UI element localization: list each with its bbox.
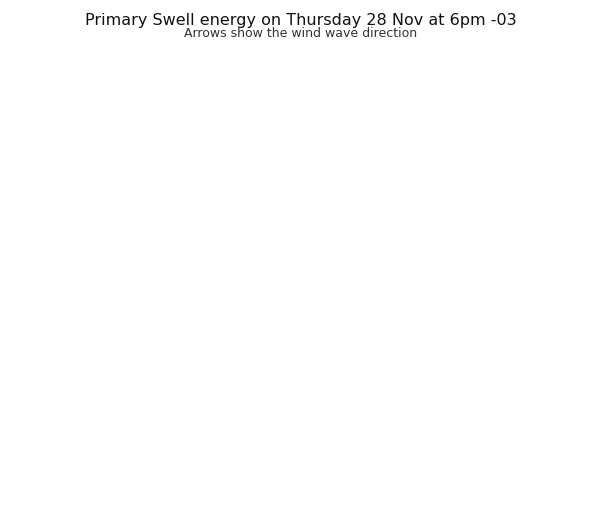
Text: Arrows show the wind wave direction: Arrows show the wind wave direction	[184, 27, 417, 40]
Text: Install cartopy for map: Install cartopy for map	[221, 273, 380, 288]
Text: Primary Swell energy on Thursday 28 Nov at 6pm -03: Primary Swell energy on Thursday 28 Nov …	[85, 13, 516, 28]
